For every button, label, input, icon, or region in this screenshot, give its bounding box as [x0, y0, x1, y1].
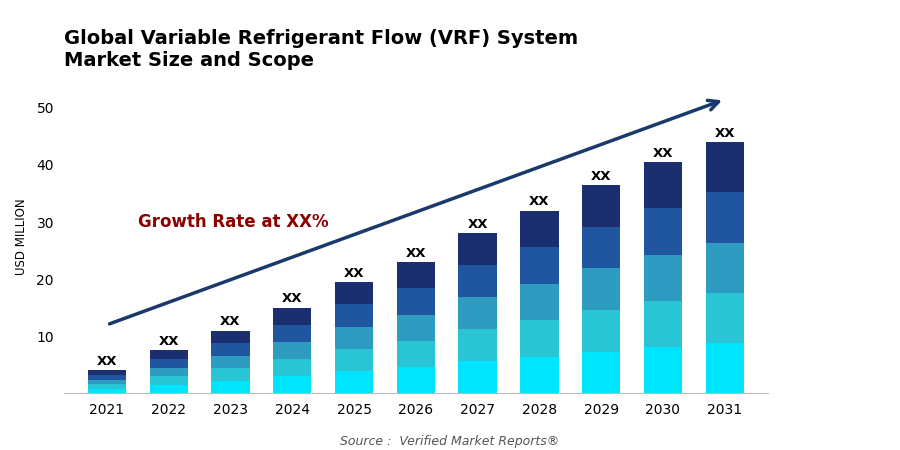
Bar: [706, 243, 744, 293]
Bar: [149, 368, 188, 376]
Bar: [212, 343, 249, 356]
Bar: [149, 376, 188, 385]
Bar: [458, 297, 497, 329]
Bar: [335, 327, 374, 349]
Bar: [706, 193, 744, 243]
Bar: [335, 371, 374, 393]
Bar: [706, 293, 744, 343]
Bar: [706, 343, 744, 393]
Bar: [644, 162, 682, 208]
Bar: [335, 349, 374, 371]
Bar: [88, 370, 126, 375]
Text: XX: XX: [220, 315, 240, 328]
Bar: [212, 330, 249, 343]
Text: XX: XX: [344, 267, 364, 280]
Bar: [397, 288, 435, 315]
Bar: [212, 356, 249, 368]
Bar: [582, 185, 620, 227]
Bar: [397, 367, 435, 393]
Bar: [273, 325, 311, 342]
Bar: [582, 351, 620, 393]
Bar: [520, 247, 559, 284]
Text: XX: XX: [591, 170, 611, 183]
Bar: [273, 308, 311, 325]
Bar: [644, 347, 682, 393]
Bar: [397, 341, 435, 367]
Bar: [149, 385, 188, 393]
Bar: [335, 282, 374, 304]
Bar: [458, 266, 497, 297]
Bar: [582, 268, 620, 310]
Bar: [212, 381, 249, 393]
Text: XX: XX: [652, 147, 673, 160]
Bar: [644, 255, 682, 301]
Text: XX: XX: [158, 335, 179, 348]
Bar: [397, 262, 435, 288]
Text: XX: XX: [529, 195, 550, 208]
Bar: [273, 359, 311, 376]
Bar: [458, 361, 497, 393]
Text: XX: XX: [406, 247, 426, 260]
Text: XX: XX: [715, 127, 735, 140]
Bar: [644, 301, 682, 347]
Text: XX: XX: [96, 355, 117, 368]
Bar: [458, 329, 497, 361]
Bar: [88, 384, 126, 389]
Text: Source :  Verified Market Reports®: Source : Verified Market Reports®: [340, 436, 560, 449]
Bar: [149, 351, 188, 359]
Bar: [335, 304, 374, 327]
Bar: [520, 211, 559, 247]
Text: XX: XX: [282, 292, 302, 306]
Bar: [520, 320, 559, 357]
Bar: [273, 342, 311, 359]
Text: Global Variable Refrigerant Flow (VRF) System
Market Size and Scope: Global Variable Refrigerant Flow (VRF) S…: [64, 28, 578, 69]
Bar: [149, 359, 188, 368]
Bar: [458, 234, 497, 266]
Bar: [88, 375, 126, 380]
Bar: [520, 357, 559, 393]
Bar: [273, 376, 311, 393]
Bar: [397, 315, 435, 341]
Bar: [582, 227, 620, 268]
Bar: [88, 389, 126, 393]
Text: Growth Rate at XX%: Growth Rate at XX%: [138, 213, 328, 231]
Text: XX: XX: [467, 218, 488, 231]
Bar: [88, 380, 126, 384]
Bar: [644, 208, 682, 255]
Y-axis label: USD MILLION: USD MILLION: [15, 198, 28, 274]
Bar: [212, 368, 249, 381]
Bar: [706, 142, 744, 193]
Bar: [582, 310, 620, 351]
Bar: [520, 284, 559, 320]
